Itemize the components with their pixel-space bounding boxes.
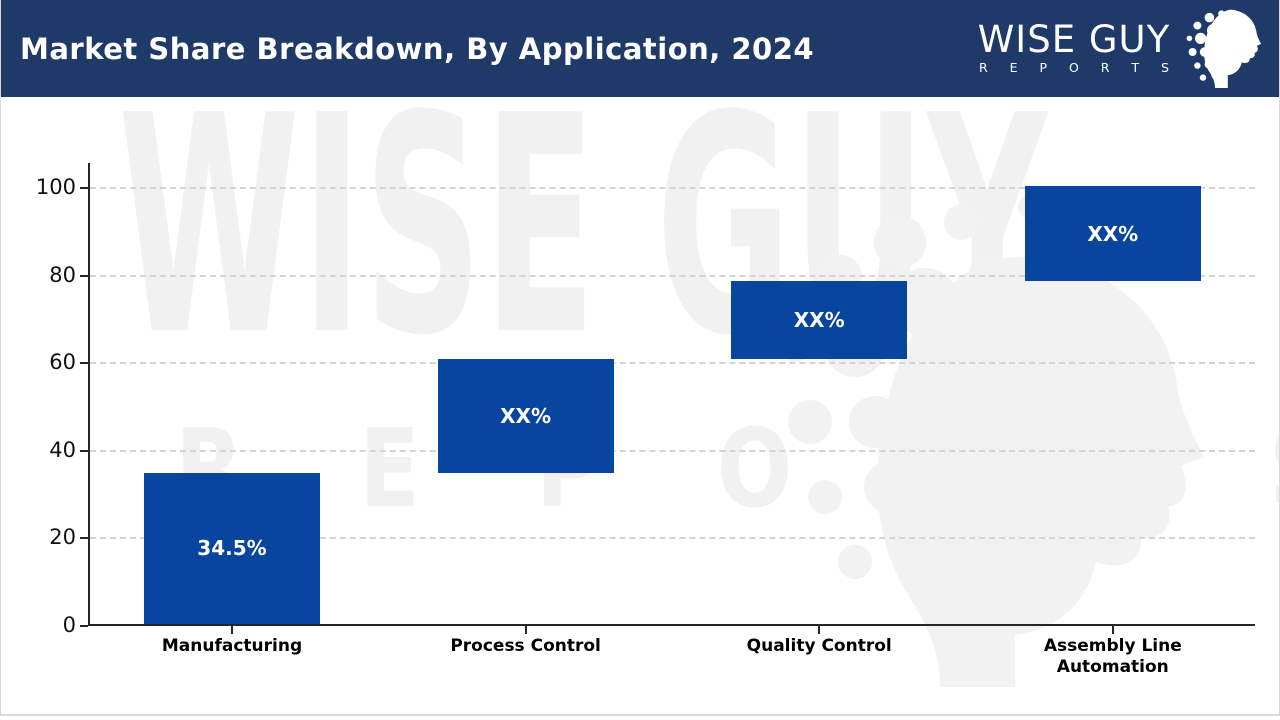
y-tick-label: 80	[49, 262, 76, 287]
gridline-80	[90, 274, 1255, 277]
y-tick-mark	[80, 187, 88, 189]
bar-process-control: XX%	[437, 359, 614, 473]
chart-area: WISE GUY R E P O R T S 0 20 40 60 80 100 34.5%…	[0, 52, 1280, 714]
x-category-label: Process Control	[450, 636, 601, 656]
y-tick-label: 60	[49, 350, 76, 375]
x-category-label: Assembly Line Automation	[1043, 636, 1182, 678]
x-tick-mark	[231, 626, 233, 634]
y-tick-mark	[80, 625, 88, 627]
card-border-left	[0, 0, 1, 716]
logo-subtitle: R E P O R T S	[978, 59, 1178, 75]
bar-value-label: XX%	[793, 308, 845, 333]
chart-title: Market Share Breakdown, By Application, …	[20, 31, 815, 66]
y-tick-mark	[80, 362, 88, 365]
y-tick-label: 20	[49, 525, 76, 550]
x-tick-mark	[818, 626, 821, 634]
x-category-label: Quality Control	[746, 636, 892, 656]
wise-guy-logo: WISE GUY R E P O R T S	[970, 8, 1266, 88]
y-tick-label: 40	[49, 437, 76, 462]
y-tick-label: 0	[62, 613, 76, 638]
y-tick-mark	[80, 537, 88, 540]
card-border-bottom	[0, 714, 1280, 716]
x-tick-mark	[524, 626, 527, 634]
bar-quality-control: XX%	[731, 281, 908, 360]
gridline-100	[90, 187, 1255, 189]
bar-value-label: XX%	[1087, 221, 1139, 246]
plot-area: 0 20 40 60 80 100 34.5% Manufacturing XX% Process…	[36, 163, 1255, 677]
logo-head-icon	[1186, 9, 1261, 88]
logo-wordmark: WISE GUY	[977, 18, 1171, 62]
logo-text: WISE GUY R E P O R T S	[970, 18, 1178, 75]
header: Market Share Breakdown, By Application, …	[0, 0, 1280, 97]
bar-manufacturing: 34.5%	[144, 472, 320, 624]
y-tick-mark	[80, 274, 88, 277]
x-tick-mark	[1111, 626, 1114, 634]
x-category-label: Manufacturing	[161, 636, 303, 656]
gridline-40	[90, 449, 1255, 452]
y-tick-mark	[80, 449, 88, 452]
bar-value-label: 34.5%	[197, 536, 267, 561]
bar-assembly-line-automation: XX%	[1024, 186, 1201, 282]
gridline-20	[90, 537, 1255, 540]
bar-value-label: XX%	[500, 403, 552, 428]
y-tick-label: 100	[35, 175, 76, 200]
gridline-60	[90, 362, 1255, 365]
